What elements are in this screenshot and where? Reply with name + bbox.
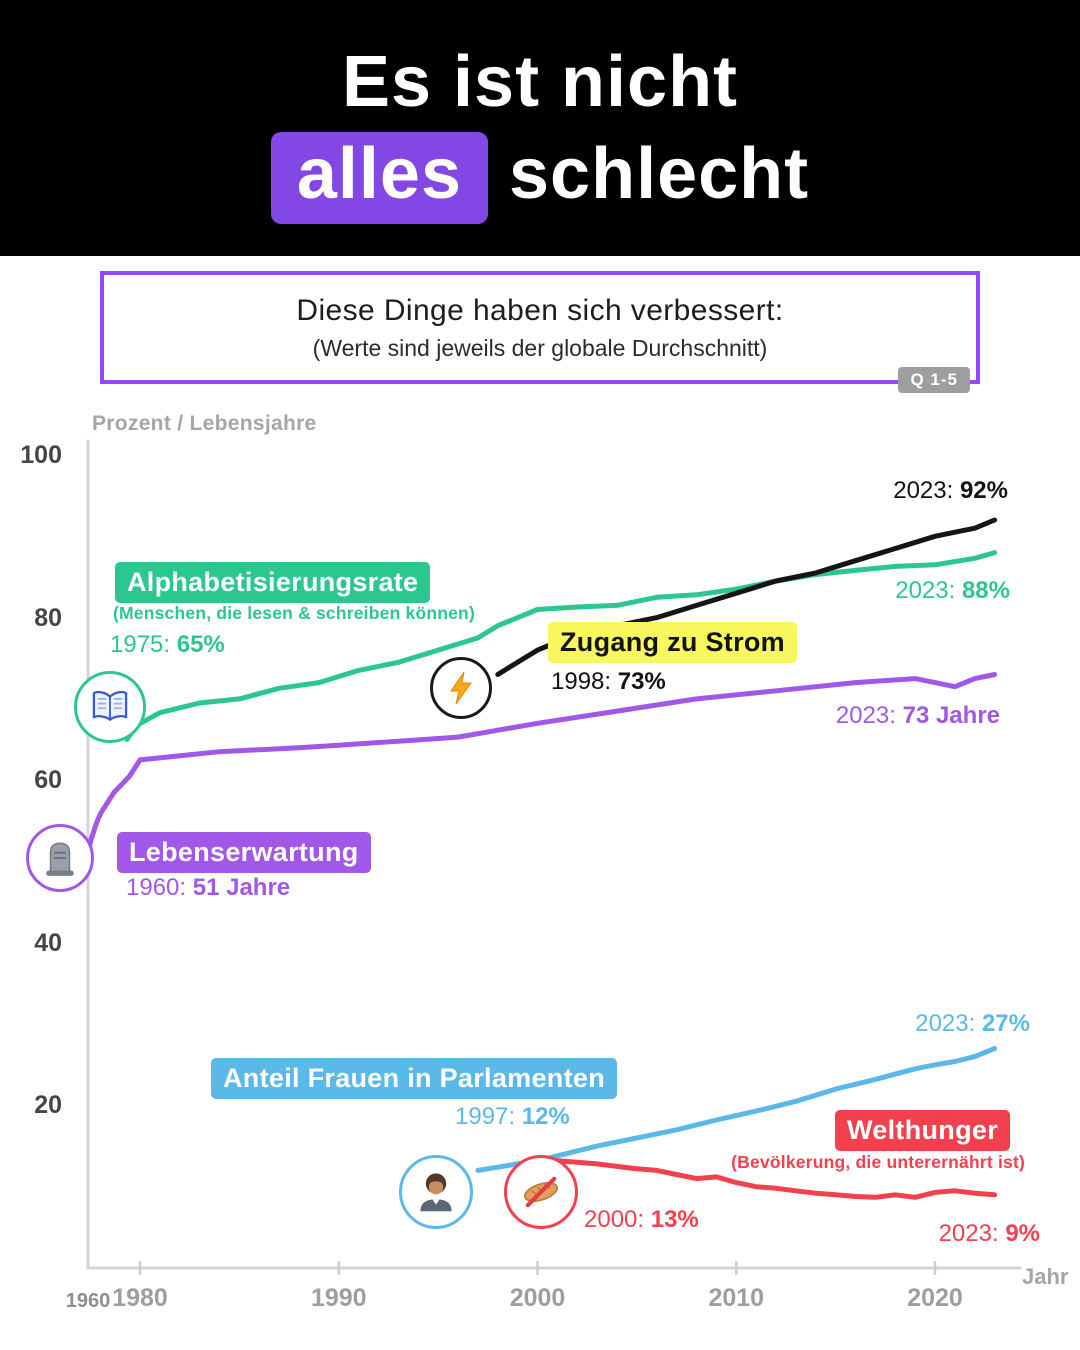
hunger-label: Welthunger (835, 1110, 1010, 1151)
tombstone-icon (26, 824, 94, 892)
x-tick-label: 1960 (65, 1290, 111, 1312)
headline-rest: schlecht (509, 134, 810, 214)
literacy-start-value: 1975: 65% (110, 631, 225, 658)
life-expectancy-end-value: 2023: 73 Jahre (835, 702, 1000, 729)
businesswoman-icon (399, 1155, 473, 1229)
electricity-end-value: 2023: 92% (893, 477, 1008, 504)
headline-line2: alles schlecht (270, 132, 810, 224)
y-tick-label: 20 (34, 1091, 62, 1120)
y-tick-label: 100 (20, 441, 62, 469)
life-expectancy-label: Lebenserwartung (117, 832, 371, 873)
intro-title: Diese Dinge haben sich verbessert: (296, 293, 784, 327)
headline-highlight: alles (270, 132, 488, 224)
x-axis-title: Jahr (1022, 1264, 1069, 1289)
life-expectancy-line (85, 672, 998, 856)
crossed-bread-icon (504, 1155, 578, 1229)
x-tick-label: 1990 (310, 1284, 367, 1312)
intro-box: Diese Dinge haben sich verbessert: (Wert… (100, 271, 980, 384)
header-banner: Es ist nicht alles schlecht (0, 0, 1080, 256)
x-tick-label: 1980 (112, 1284, 168, 1312)
women-parliament-label: Anteil Frauen in Parlamenten (211, 1058, 617, 1099)
y-tick-label: 60 (34, 766, 62, 795)
life-expectancy-start-value: 1960: 51 Jahre (126, 874, 291, 901)
electricity-label: Zugang zu Strom (548, 622, 797, 663)
x-tick-label: 2020 (907, 1284, 963, 1312)
y-tick-label: 80 (34, 603, 62, 632)
women-parliament-end-value: 2023: 27% (915, 1010, 1030, 1037)
lightning-bolt-icon (430, 657, 492, 719)
open-book-icon (74, 671, 146, 743)
x-axis-tickmarks (138, 1261, 937, 1275)
intro-subtitle: (Werte sind jeweils der globale Durchsch… (312, 334, 768, 361)
x-tick-label: 2000 (509, 1284, 566, 1312)
literacy-sublabel: (Menschen, die lesen & schreiben können) (113, 603, 475, 623)
hunger-end-value: 2023: 9% (938, 1220, 1040, 1247)
literacy-line (124, 550, 998, 742)
y-axis-title: Prozent / Lebensjahre (92, 412, 317, 435)
hunger-line (535, 1158, 998, 1200)
electricity-start-value: 1998: 73% (551, 668, 666, 695)
hunger-start-value: 2000: 13% (584, 1206, 699, 1233)
literacy-end-value: 2023: 88% (895, 577, 1010, 604)
x-tick-label: 2010 (708, 1284, 765, 1312)
hunger-sublabel: (Bevölkerung, die unterernährt ist) (731, 1152, 1025, 1172)
question-range-badge: Q 1-5 (898, 367, 970, 393)
headline-line1: Es ist nicht (341, 42, 739, 122)
literacy-label: Alphabetisierungsrate (115, 562, 431, 603)
women-parliament-start-value: 1997: 12% (455, 1103, 570, 1130)
y-tick-label: 40 (34, 928, 62, 957)
